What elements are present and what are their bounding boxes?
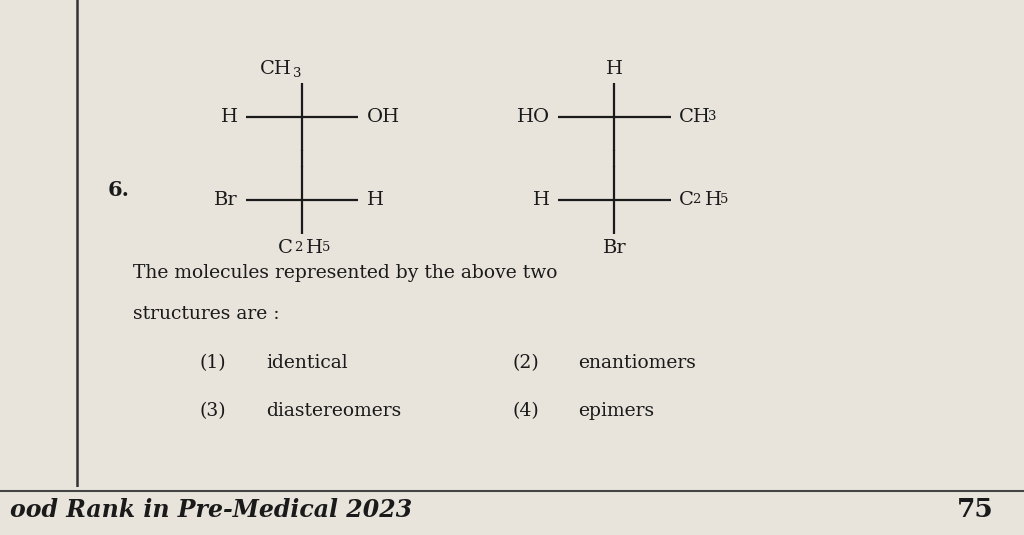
Text: 75: 75: [956, 498, 993, 523]
Text: epimers: epimers: [579, 402, 654, 421]
Text: 2: 2: [692, 193, 700, 206]
Text: H: H: [367, 190, 384, 209]
Text: H: H: [220, 108, 238, 126]
Text: 5: 5: [322, 241, 330, 254]
Text: (2): (2): [512, 354, 539, 372]
Text: identical: identical: [266, 354, 348, 372]
Text: (4): (4): [512, 402, 539, 421]
Text: 3: 3: [293, 67, 301, 80]
Text: 5: 5: [720, 193, 728, 206]
Text: CH: CH: [260, 60, 292, 78]
Text: structures are :: structures are :: [133, 305, 280, 323]
Text: C: C: [679, 190, 694, 209]
Text: Br: Br: [214, 190, 238, 209]
Text: H: H: [306, 239, 324, 257]
Text: (1): (1): [200, 354, 226, 372]
Text: The molecules represented by the above two: The molecules represented by the above t…: [133, 264, 558, 281]
Text: HO: HO: [517, 108, 550, 126]
Text: 3: 3: [708, 110, 716, 124]
Text: Br: Br: [602, 239, 627, 257]
Text: diastereomers: diastereomers: [266, 402, 401, 421]
Text: (3): (3): [200, 402, 226, 421]
Text: CH: CH: [679, 108, 711, 126]
Text: H: H: [532, 190, 550, 209]
Text: ood Rank in Pre-Medical 2023: ood Rank in Pre-Medical 2023: [10, 498, 413, 522]
Text: 6.: 6.: [108, 180, 129, 200]
Text: OH: OH: [367, 108, 399, 126]
Text: C: C: [278, 239, 293, 257]
Text: H: H: [606, 60, 623, 78]
Text: enantiomers: enantiomers: [579, 354, 696, 372]
Text: H: H: [705, 190, 722, 209]
Text: 2: 2: [294, 241, 302, 254]
